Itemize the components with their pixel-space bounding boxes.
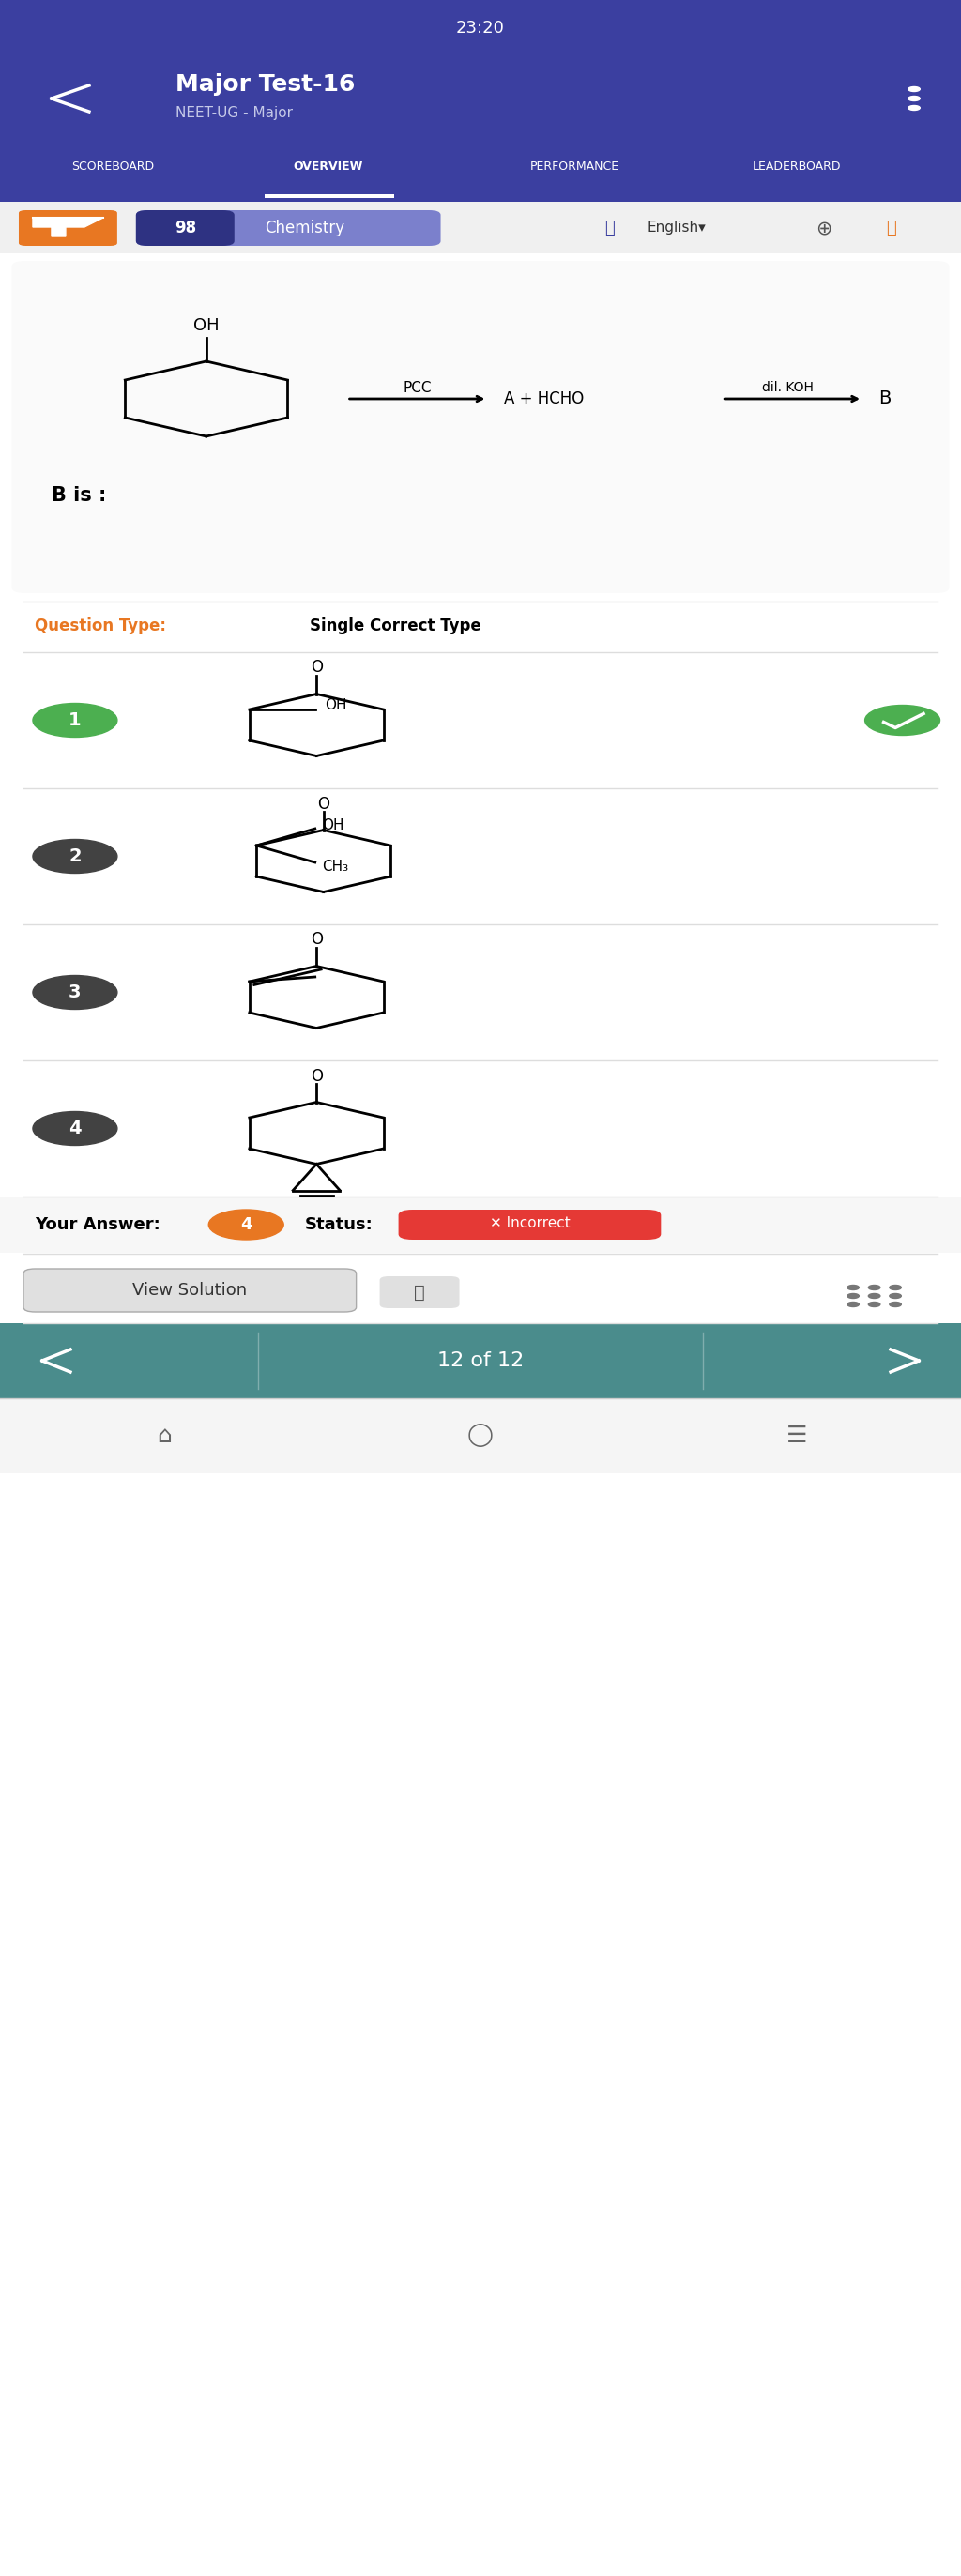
Text: 4: 4 (240, 1216, 252, 1234)
Bar (0, 1252, 961, 1324)
Text: English▾: English▾ (647, 222, 705, 234)
Text: NEET-UG - Major: NEET-UG - Major (176, 106, 293, 121)
Bar (0, 201, 961, 252)
Text: ⌂: ⌂ (157, 1425, 171, 1448)
Bar (0, 600, 961, 652)
Text: OH: OH (193, 317, 219, 335)
Circle shape (848, 1293, 859, 1298)
Text: ⧉: ⧉ (414, 1283, 425, 1301)
Circle shape (869, 1293, 880, 1298)
Bar (0, 142, 961, 201)
FancyBboxPatch shape (12, 260, 949, 592)
Text: SCOREBOARD: SCOREBOARD (71, 160, 154, 173)
Text: PCC: PCC (403, 381, 431, 394)
Text: View Solution: View Solution (133, 1283, 247, 1298)
Circle shape (890, 1301, 901, 1306)
Bar (0, 0, 961, 57)
Bar (265, 193, 394, 198)
Bar (0, 252, 961, 600)
Text: Your Answer:: Your Answer: (36, 1216, 160, 1234)
Circle shape (908, 88, 920, 93)
Text: ◯: ◯ (467, 1425, 494, 1448)
Circle shape (33, 976, 117, 1010)
Circle shape (869, 1285, 880, 1291)
Text: O: O (310, 1066, 323, 1084)
Text: OVERVIEW: OVERVIEW (293, 160, 363, 173)
Circle shape (33, 840, 117, 873)
Text: B: B (879, 389, 892, 407)
FancyBboxPatch shape (380, 1275, 459, 1309)
Text: CH₃: CH₃ (322, 860, 349, 873)
Bar (0, 1399, 961, 1473)
Text: 4: 4 (68, 1121, 82, 1139)
Text: 🌐: 🌐 (604, 219, 615, 237)
Circle shape (209, 1211, 283, 1239)
Bar (0, 1473, 961, 2576)
Bar (0, 57, 961, 142)
FancyBboxPatch shape (19, 211, 117, 245)
Text: Status:: Status: (305, 1216, 373, 1234)
Circle shape (848, 1285, 859, 1291)
Text: Question Type:: Question Type: (36, 618, 172, 634)
Text: 2: 2 (68, 848, 82, 866)
Text: Major Test-16: Major Test-16 (176, 72, 356, 95)
Text: 🔖: 🔖 (886, 219, 896, 237)
Text: PERFORMANCE: PERFORMANCE (530, 160, 619, 173)
Text: ⊕: ⊕ (816, 219, 832, 237)
Circle shape (865, 706, 940, 734)
Circle shape (33, 1113, 117, 1146)
Text: Single Correct Type: Single Correct Type (309, 618, 480, 634)
FancyBboxPatch shape (136, 211, 441, 245)
Bar (192, 211, 234, 245)
FancyBboxPatch shape (136, 211, 234, 245)
Text: LEADERBOARD: LEADERBOARD (752, 160, 841, 173)
Bar (0, 1324, 961, 1399)
Circle shape (890, 1293, 901, 1298)
Text: 1: 1 (68, 711, 82, 729)
Text: O: O (310, 933, 323, 948)
Text: 3: 3 (68, 984, 82, 1002)
Text: Chemistry: Chemistry (265, 219, 345, 237)
Circle shape (869, 1301, 880, 1306)
Text: 12 of 12: 12 of 12 (437, 1352, 524, 1370)
Circle shape (908, 95, 920, 100)
Text: OH: OH (322, 817, 344, 832)
Circle shape (890, 1285, 901, 1291)
Text: ☰: ☰ (786, 1425, 807, 1448)
Text: 98: 98 (174, 219, 196, 237)
FancyBboxPatch shape (399, 1211, 661, 1239)
FancyBboxPatch shape (23, 1270, 357, 1311)
Text: OH: OH (325, 698, 347, 711)
Circle shape (908, 106, 920, 111)
Text: ✕ Incorrect: ✕ Incorrect (489, 1216, 570, 1231)
Circle shape (848, 1301, 859, 1306)
Text: dil. KOH: dil. KOH (762, 381, 813, 394)
Text: O: O (310, 659, 323, 675)
Bar (0, 1195, 961, 1252)
Polygon shape (33, 219, 103, 237)
Text: A + HCHO: A + HCHO (504, 392, 584, 407)
Circle shape (33, 703, 117, 737)
Text: 23:20: 23:20 (456, 21, 505, 36)
Text: O: O (317, 796, 330, 811)
Text: B is :: B is : (52, 487, 107, 505)
